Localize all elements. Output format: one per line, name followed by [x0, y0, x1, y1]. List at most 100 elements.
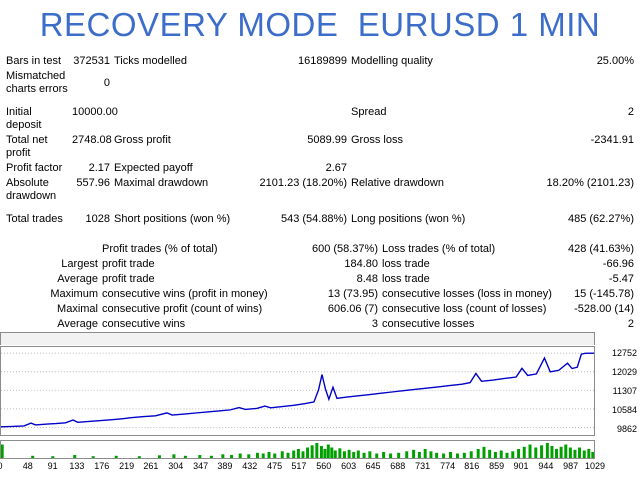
- stats-row: Profit factor 2.17 Expected payoff 2.67: [4, 161, 636, 176]
- stat-label: Expected payoff: [114, 162, 193, 174]
- stat-sublabel: Maximal: [57, 303, 98, 315]
- stats-row: Average consecutive wins 3 consecutive loss…: [4, 317, 636, 332]
- x-axis-label: 475: [267, 461, 283, 471]
- stat-value: [499, 69, 636, 97]
- stat-value: 2748.08: [72, 134, 112, 146]
- stat-value: 600 (58.37%): [311, 243, 378, 255]
- stat-label: consecutive losses (loss in money): [382, 288, 552, 300]
- stat-label: Total trades: [6, 213, 63, 225]
- stat-value: [499, 161, 636, 176]
- stat-value: -66.96: [602, 258, 634, 270]
- chart-legend: Balance / Equity / Every tick (the most …: [0, 332, 595, 345]
- stats-table-bottom: Profit trades (% of total) 600 (58.37%) Lo…: [4, 242, 636, 332]
- stat-label: Initial deposit: [6, 106, 42, 131]
- x-axis-label: 517: [291, 461, 307, 471]
- balance-chart-section: Balance / Equity / Every tick (the most …: [0, 332, 640, 480]
- y-axis-label: 9862: [616, 424, 637, 435]
- stat-label: Absolute drawdown: [6, 177, 57, 202]
- stats-row: Initial deposit 10000.00 Spread 2: [4, 97, 636, 133]
- y-axis-label: 10584: [611, 405, 637, 416]
- x-axis-label: 901: [513, 461, 529, 471]
- stat-label: Profit trades (% of total): [102, 243, 218, 255]
- stat-label: Mismatched charts errors: [6, 70, 68, 95]
- stats-row: Total net profit 2748.08 Gross profit 5089.…: [4, 133, 636, 161]
- x-axis-label: 688: [390, 461, 406, 471]
- stat-value: -5.47: [608, 273, 634, 285]
- x-axis-label: 1029: [584, 461, 606, 471]
- stats-row: Largest profit trade 184.80 loss trade -66.9…: [4, 257, 636, 272]
- x-axis-label: 987: [563, 461, 579, 471]
- stat-label: [112, 69, 252, 97]
- stats-table-top-body: Bars in test 372531 Ticks modelled 16189899…: [4, 54, 636, 227]
- x-axis-label: 347: [193, 461, 209, 471]
- x-axis-label: 944: [538, 461, 554, 471]
- x-axis-label: 48: [22, 461, 33, 471]
- stat-label: Relative drawdown: [351, 177, 444, 189]
- x-axis-label: 645: [365, 461, 381, 471]
- stats-row: Maximum consecutive wins (profit in money…: [4, 287, 636, 302]
- x-axis-label: 261: [143, 461, 159, 471]
- stat-sublabel: Average: [57, 318, 98, 330]
- stat-value: 15 (-145.78): [574, 288, 634, 300]
- y-axis-label: 11307: [612, 386, 637, 397]
- x-axis-label: 219: [119, 461, 135, 471]
- stat-value: 372531: [73, 55, 110, 67]
- stat-label: Gross loss: [351, 134, 403, 146]
- stat-value: [252, 97, 349, 133]
- stat-value: 1028: [85, 213, 110, 225]
- stat-label: Gross profit: [114, 134, 171, 146]
- page-title: RECOVERY MODE EURUSD 1 MIN: [39, 6, 601, 43]
- stat-value: -2341.91: [590, 134, 634, 146]
- stat-value: 428 (41.63%): [567, 243, 634, 255]
- stat-label: [112, 97, 252, 133]
- stat-label: consecutive wins: [102, 318, 186, 330]
- x-axis-label: 432: [242, 461, 258, 471]
- x-axis-label: 560: [316, 461, 332, 471]
- stats-table-bottom-body: Profit trades (% of total) 600 (58.37%) Lo…: [4, 242, 636, 332]
- stat-label: Long positions (won %): [351, 213, 466, 225]
- x-axis-label: 389: [217, 461, 233, 471]
- stat-label: Spread: [351, 106, 387, 118]
- x-axis-label: 731: [415, 461, 431, 471]
- x-axis-labels: 0 48 91 133 176 219 261 304 347 389 432 475 517 560 60…: [0, 461, 640, 473]
- stat-value: 2: [627, 318, 634, 330]
- stat-value: 606.06 (7): [327, 303, 378, 315]
- stats-row: Absolute drawdown 557.96 Maximal drawdown 2…: [4, 176, 636, 204]
- stat-sublabel: Average: [57, 273, 98, 285]
- stat-value: 543 (54.88%): [280, 213, 347, 225]
- y-axis-label: 12029: [611, 367, 637, 378]
- stat-value: 2.67: [325, 162, 347, 174]
- stat-label: Short positions (won %): [114, 213, 231, 225]
- stat-label: Ticks modelled: [114, 55, 187, 67]
- x-axis-label: 859: [489, 461, 505, 471]
- stats-row: Mismatched charts errors 0: [4, 69, 636, 97]
- stat-label: Bars in test: [6, 55, 62, 67]
- stat-value: 18.20% (2101.23): [546, 177, 634, 189]
- stat-sublabel: Largest: [61, 258, 98, 270]
- stat-value: -528.00 (14): [574, 303, 634, 315]
- stat-label: consecutive losses: [382, 318, 475, 330]
- stats-row: Total trades 1028 Short positions (won %) 5…: [4, 204, 636, 227]
- stat-value: 2101.23 (18.20%): [259, 177, 347, 189]
- x-axis-label: 816: [464, 461, 480, 471]
- balance-curve: [1, 352, 594, 428]
- stat-sublabel: [4, 242, 100, 257]
- x-axis-label: 304: [168, 461, 184, 471]
- stats-table-top: Bars in test 372531 Ticks modelled 16189899…: [4, 54, 636, 227]
- stat-label: [349, 161, 499, 176]
- stat-value: 485 (62.27%): [567, 213, 634, 225]
- stat-value: 25.00%: [596, 55, 634, 67]
- stat-label: profit trade: [102, 258, 155, 270]
- stat-label: loss trade: [382, 273, 430, 285]
- stat-label: Maximal drawdown: [114, 177, 209, 189]
- x-axis-label: 91: [47, 461, 58, 471]
- stat-label: consecutive wins (profit in money): [102, 288, 268, 300]
- lot-size-bars: [1, 443, 594, 458]
- stat-value: [252, 69, 349, 97]
- stat-sublabel: Maximum: [50, 288, 98, 300]
- stats-row: Profit trades (% of total) 600 (58.37%) Lo…: [4, 242, 636, 257]
- x-axis-label: 0: [0, 461, 3, 472]
- stat-label: profit trade: [102, 273, 155, 285]
- stat-value: 3: [371, 318, 378, 330]
